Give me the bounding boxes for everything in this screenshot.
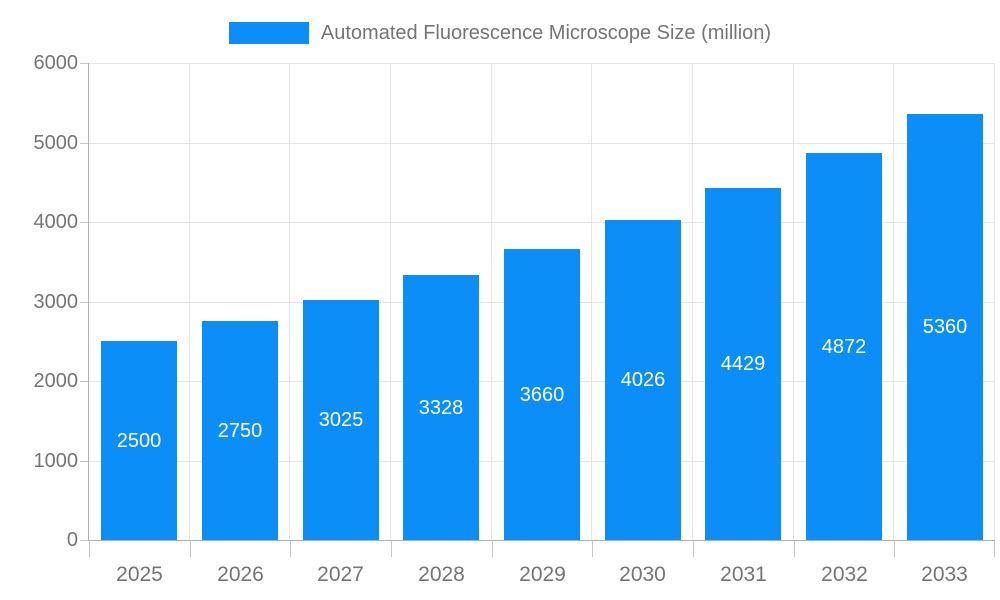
y-tick-label: 5000 (33, 132, 79, 154)
v-gridline (994, 63, 995, 540)
y-tick-label: 4000 (33, 211, 79, 233)
x-tick-label: 2027 (317, 563, 364, 586)
x-tick (391, 541, 392, 557)
bar (101, 341, 177, 540)
v-gridline (893, 63, 894, 540)
v-gridline (692, 63, 693, 540)
plot-area: 0 1000 2000 3000 4000 5000 6000 2025 2026 2027 202… (34, 52, 995, 586)
bar-value-label: 3025 (318, 409, 364, 431)
x-tick-label: 2025 (116, 563, 163, 586)
x-tick-label: 2026 (217, 563, 264, 586)
y-tick (80, 143, 88, 144)
y-tick (80, 302, 88, 303)
x-tick-label: 2030 (619, 563, 666, 586)
v-gridline (390, 63, 391, 540)
h-gridline (89, 143, 995, 144)
x-tick-label: 2032 (821, 563, 868, 586)
bar (202, 321, 278, 540)
bar (705, 188, 781, 540)
x-tick-label: 2031 (720, 563, 767, 586)
bar-value-label: 4872 (821, 336, 867, 358)
bar-value-label: 3660 (519, 384, 565, 406)
bar (403, 275, 479, 540)
x-tick (994, 541, 995, 557)
bar (907, 114, 983, 540)
bar (806, 153, 882, 540)
v-gridline (591, 63, 592, 540)
bar-value-label: 2500 (116, 430, 162, 452)
bar-value-label: 2750 (217, 420, 263, 442)
bar (605, 220, 681, 540)
y-tick (80, 540, 88, 541)
x-tick (693, 541, 694, 557)
x-tick (190, 541, 191, 557)
legend[interactable]: Automated Fluorescence Microscope Size (… (0, 21, 1000, 45)
x-tick (894, 541, 895, 557)
x-tick (290, 541, 291, 557)
bar (504, 249, 580, 540)
x-tick (794, 541, 795, 557)
y-tick (80, 63, 88, 64)
v-gridline (289, 63, 290, 540)
legend-swatch-icon (228, 22, 309, 44)
bar (303, 300, 379, 540)
y-tick (80, 461, 88, 462)
y-tick-label: 1000 (33, 450, 79, 472)
y-tick-label: 6000 (33, 52, 79, 74)
h-gridline (89, 63, 995, 64)
x-tick-label: 2029 (519, 563, 566, 586)
x-tick-label: 2033 (921, 563, 968, 586)
legend-label: Automated Fluorescence Microscope Size (… (320, 21, 772, 44)
bar-value-label: 4026 (620, 369, 666, 391)
y-tick (80, 222, 88, 223)
y-tick (80, 381, 88, 382)
x-tick (89, 541, 90, 557)
x-tick-label: 2028 (418, 563, 465, 586)
h-gridline (89, 222, 995, 223)
y-tick-label: 3000 (33, 291, 79, 313)
v-gridline (793, 63, 794, 540)
y-tick-label: 2000 (33, 370, 79, 392)
x-tick (492, 541, 493, 557)
bar-value-label: 5360 (922, 316, 968, 338)
x-tick (592, 541, 593, 557)
bar-value-label: 4429 (720, 353, 766, 375)
v-gridline (491, 63, 492, 540)
v-gridline (189, 63, 190, 540)
y-tick-label: 0 (66, 529, 78, 551)
bar-value-label: 3328 (418, 397, 464, 419)
